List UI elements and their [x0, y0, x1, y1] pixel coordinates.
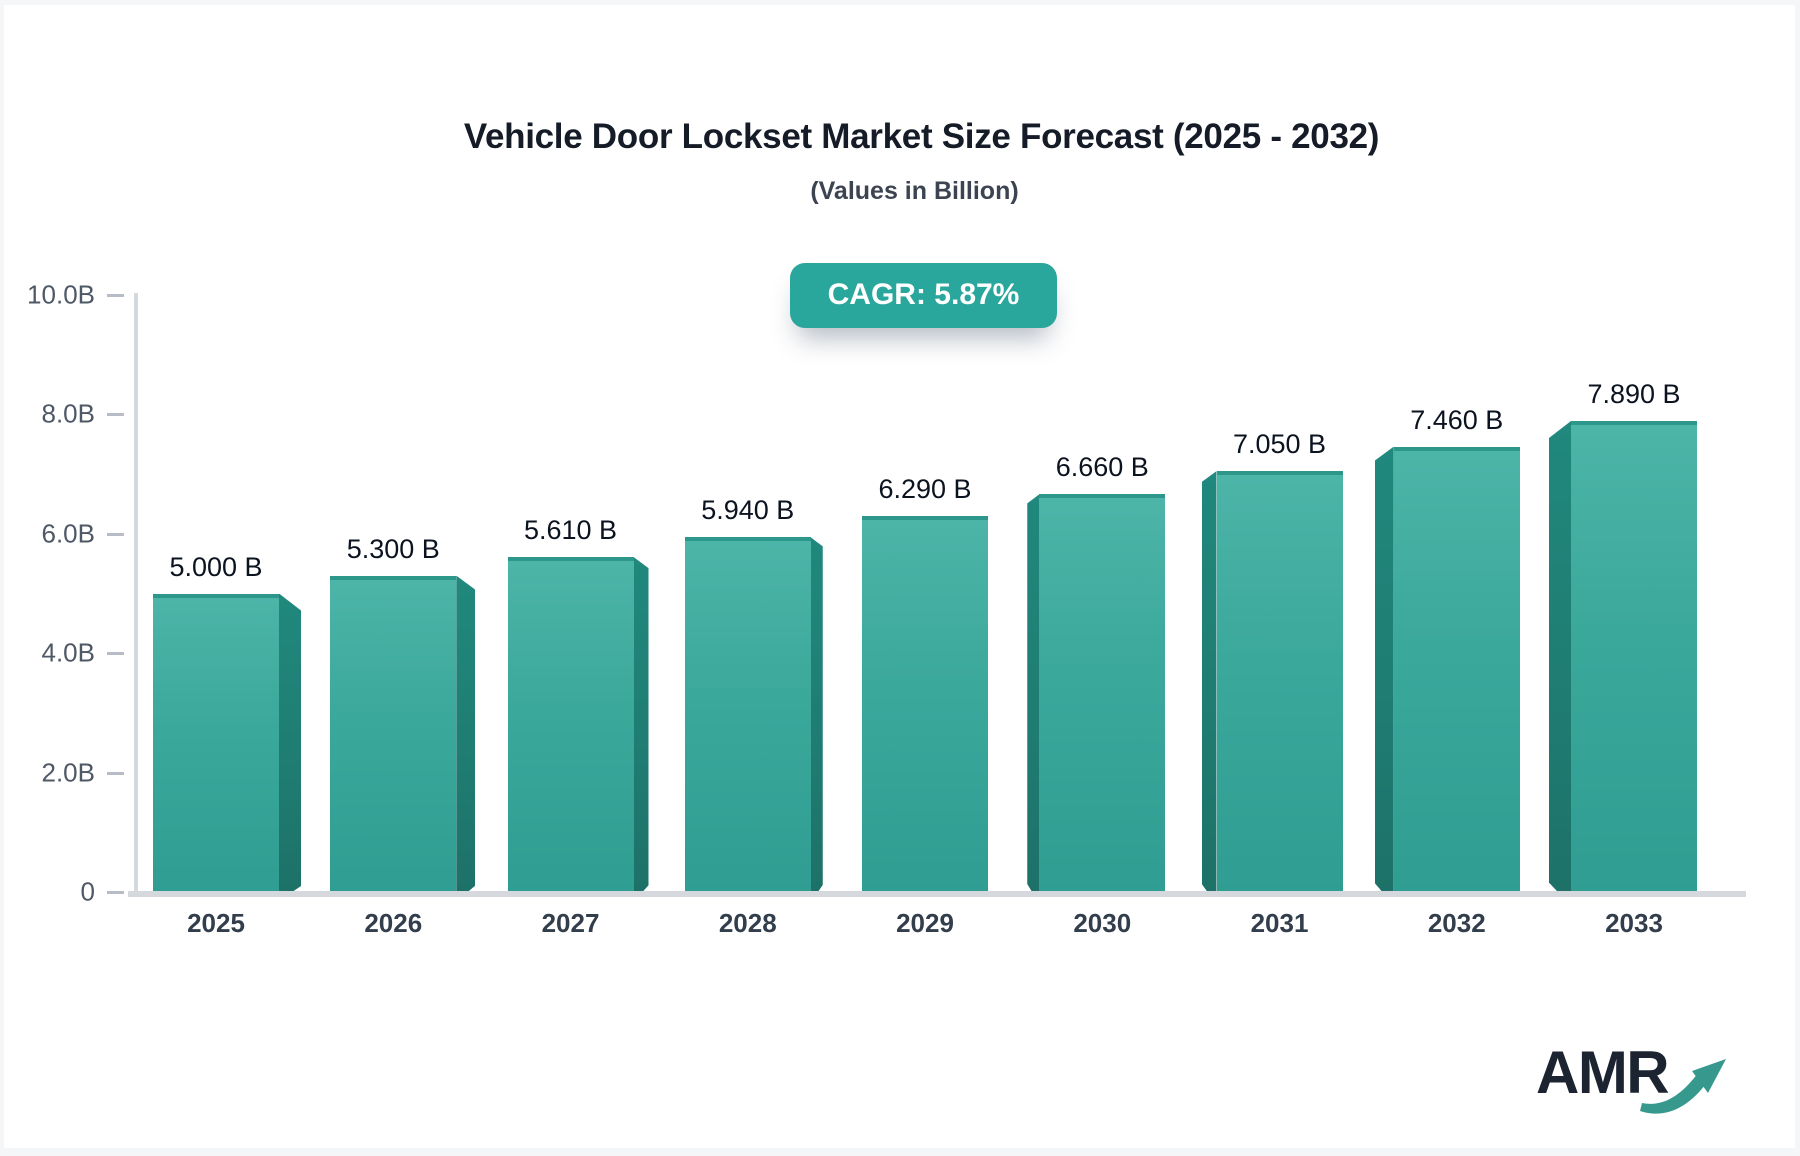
y-tick-label: 0 [80, 876, 95, 907]
bar-value-label: 5.940 B [701, 495, 795, 526]
y-tick-mark [107, 413, 124, 417]
x-axis-label: 2031 [1250, 908, 1309, 938]
bar-2033-side-face [1549, 420, 1571, 892]
bar-value-label: 6.290 B [878, 474, 972, 505]
bar-value-label: 7.460 B [1410, 404, 1504, 435]
x-axis-label: 2026 [364, 908, 423, 938]
amr-logo: AMR [1536, 1039, 1726, 1114]
x-axis-label: 2033 [1605, 908, 1663, 938]
x-axis-label: 2027 [541, 908, 600, 938]
y-tick-label: 4.0B [41, 637, 96, 668]
bar-2026-side-face [456, 575, 476, 892]
bar-value-label: 5.300 B [346, 533, 440, 564]
cagr-badge-row: CAGR: 5.87% [4, 263, 1795, 328]
y-tick-mark [107, 891, 124, 894]
bar-2030 [1039, 494, 1166, 892]
x-axis-label: 2025 [187, 908, 245, 938]
bar-2031-side-face [1201, 471, 1217, 892]
y-tick-label: 8.0B [41, 398, 96, 429]
bar-2027-side-face [633, 557, 649, 892]
bar-2031 [1216, 471, 1343, 892]
chart-card: Vehicle Door Lockset Market Size Forecas… [4, 5, 1795, 1148]
y-axis-line [134, 293, 138, 895]
bar-value-label: 7.050 B [1232, 429, 1327, 460]
bar-value-label: 6.660 B [1055, 452, 1149, 483]
bar-2032-side-face [1374, 446, 1394, 892]
y-tick-mark [107, 532, 124, 536]
bar-2030-side-face [1027, 494, 1040, 892]
bar-2027 [507, 557, 634, 892]
chart-title: Vehicle Door Lockset Market Size Forecas… [463, 117, 1380, 156]
bar-2025-side-face [279, 593, 301, 892]
y-tick-mark [107, 771, 124, 775]
bar-2025 [153, 593, 279, 892]
x-axis-label: 2030 [1073, 908, 1132, 938]
amr-logo-text: AMR [1536, 1039, 1670, 1106]
bar-2028-side-face [810, 537, 823, 892]
bar-2032 [1393, 446, 1520, 892]
bar-2026 [330, 575, 457, 892]
y-tick-label: 6.0B [41, 518, 96, 549]
y-tick-label: 10.0B [27, 279, 95, 310]
bar-2028 [684, 537, 811, 892]
chart-subtitle: (Values in Billion) [810, 177, 1019, 205]
bar-chart-plot-area: 0 2.0B 4.0B 6.0B 8.0B 10.0B 5.000 B 2025 5.300 B… [4, 5, 1795, 1148]
bar-2033 [1571, 420, 1697, 892]
x-axis-label: 2032 [1427, 908, 1486, 938]
bar-2029 [862, 516, 988, 892]
x-axis-line [128, 891, 1746, 897]
x-axis-label: 2028 [718, 908, 777, 938]
logo-growth-arrow-icon [1640, 1059, 1726, 1114]
bar-value-label: 7.890 B [1587, 378, 1681, 409]
bar-value-label: 5.610 B [523, 515, 618, 546]
bar-value-label: 5.000 B [169, 551, 263, 582]
x-axis-label: 2029 [896, 908, 954, 938]
y-tick-label: 2.0B [41, 757, 96, 788]
y-tick-mark [107, 294, 124, 297]
cagr-badge: CAGR: 5.87% [789, 263, 1058, 328]
y-tick-mark [107, 652, 124, 656]
